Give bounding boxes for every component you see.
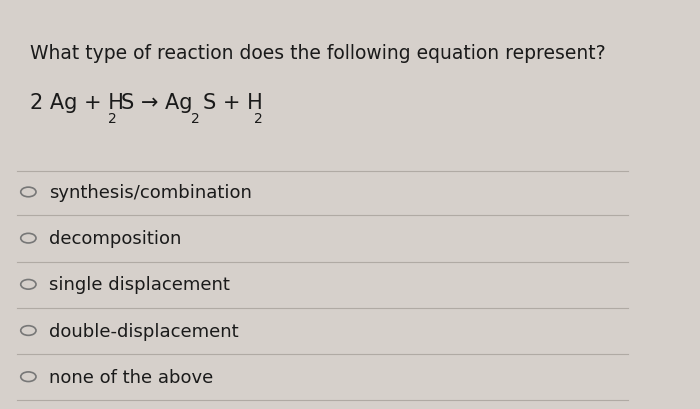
Text: double-displacement: double-displacement [49, 322, 239, 340]
Text: 2: 2 [254, 111, 263, 125]
Text: none of the above: none of the above [49, 368, 213, 386]
Text: synthesis/combination: synthesis/combination [49, 184, 251, 202]
Text: What type of reaction does the following equation represent?: What type of reaction does the following… [29, 44, 606, 63]
Text: decomposition: decomposition [49, 229, 181, 247]
Text: 2: 2 [191, 111, 200, 125]
Text: 2: 2 [108, 111, 117, 125]
Text: S + H: S + H [203, 92, 262, 112]
Text: 2 Ag + H: 2 Ag + H [29, 92, 123, 112]
Text: S → Ag: S → Ag [120, 92, 192, 112]
Text: single displacement: single displacement [49, 276, 230, 294]
